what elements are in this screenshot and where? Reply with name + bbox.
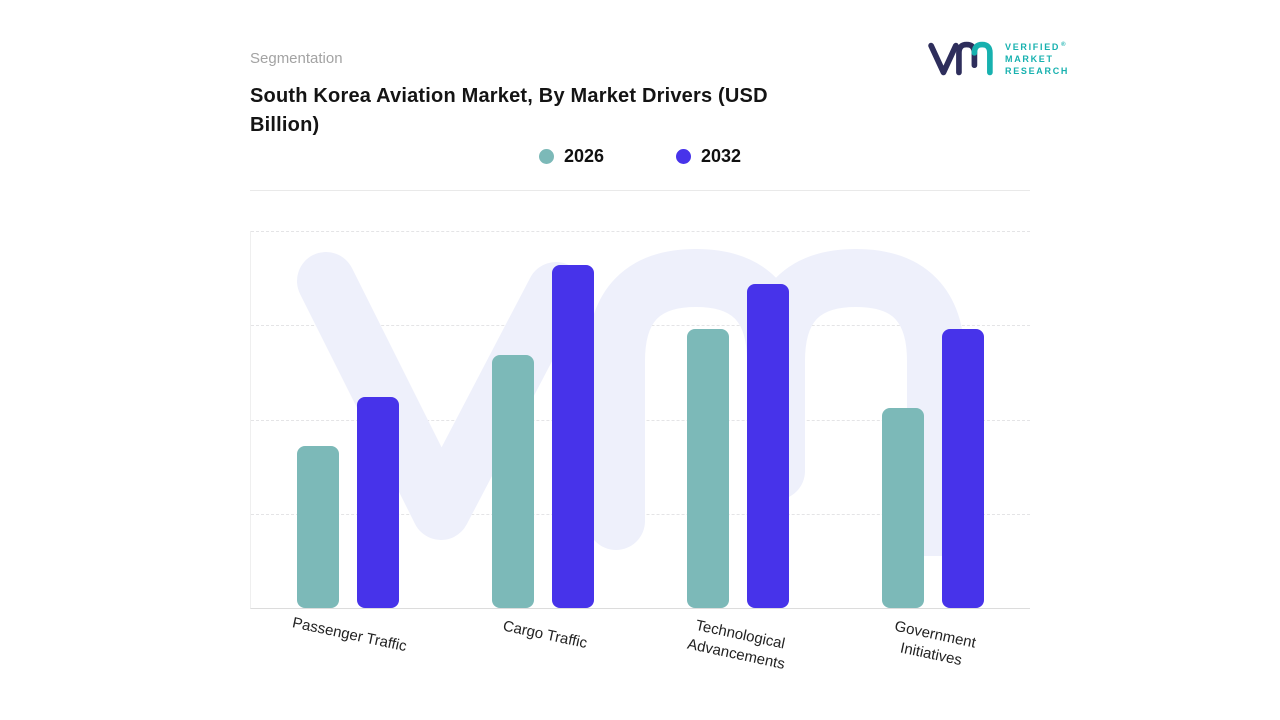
bar-2026-passenger-traffic [297, 445, 340, 608]
legend-item-2032: 2032 [676, 146, 741, 167]
bar-group-government-initiatives [835, 231, 1030, 608]
registered-mark: ® [1061, 42, 1068, 48]
bar-2026-cargo-traffic [492, 355, 535, 608]
x-axis-label-slot: Passenger Traffic [250, 614, 445, 666]
legend-dot-2026 [538, 148, 554, 164]
header-divider [250, 190, 1030, 191]
vmr-logo-text: VERIFIED® MARKET RESEARCH [1005, 39, 1069, 77]
gridline [251, 231, 1030, 232]
x-axis-labels: Passenger Traffic Cargo Traffic Technologi… [250, 614, 1030, 673]
x-axis-label-passenger-traffic: Passenger Traffic [291, 614, 409, 656]
x-axis-label-government-initiatives: Government Initiatives [892, 617, 977, 670]
bar-2032-passenger-traffic [357, 396, 400, 608]
bar-2032-technological-advancements [746, 283, 789, 608]
legend-item-2026: 2026 [538, 145, 604, 167]
vmr-logo-mark [928, 41, 993, 76]
legend-dot-2032 [676, 148, 691, 164]
logo-line-verified: VERIFIED® [1005, 42, 1068, 52]
bar-2032-government-initiatives [941, 329, 984, 608]
chart-legend: 2026 2032 [250, 144, 1030, 168]
bar-2032-cargo-traffic [552, 264, 595, 608]
x-axis-label-technological-advancements: Technological Advancements [685, 616, 786, 674]
x-axis-label-cargo-traffic: Cargo Traffic [501, 617, 589, 652]
bar-group-passenger-traffic [251, 231, 446, 608]
x-axis-label-slot: Technological Advancements [640, 617, 835, 673]
x-axis-label-slot: Government Initiatives [835, 618, 1030, 670]
legend-label: 2032 [701, 145, 742, 166]
bar-group-cargo-traffic [446, 231, 641, 608]
chart-title: South Korea Aviation Market, By Market D… [250, 85, 768, 136]
x-axis-label-slot: Cargo Traffic [445, 618, 640, 666]
logo-line-research: RESEARCH [1005, 66, 1070, 76]
bar-group-technological-advancements [641, 231, 836, 608]
bar-groups [251, 231, 1030, 608]
logo-line-market: MARKET [1005, 54, 1054, 64]
chart-card: Segmentation South Korea Aviation Market… [250, 0, 1030, 673]
legend-label: 2026 [563, 145, 604, 166]
section-eyebrow: Segmentation [250, 50, 343, 67]
bar-2026-technological-advancements [686, 329, 729, 608]
plot-area [250, 231, 1030, 609]
bar-2026-government-initiatives [881, 408, 924, 608]
vmr-logo: VERIFIED® MARKET RESEARCH [928, 38, 1069, 78]
